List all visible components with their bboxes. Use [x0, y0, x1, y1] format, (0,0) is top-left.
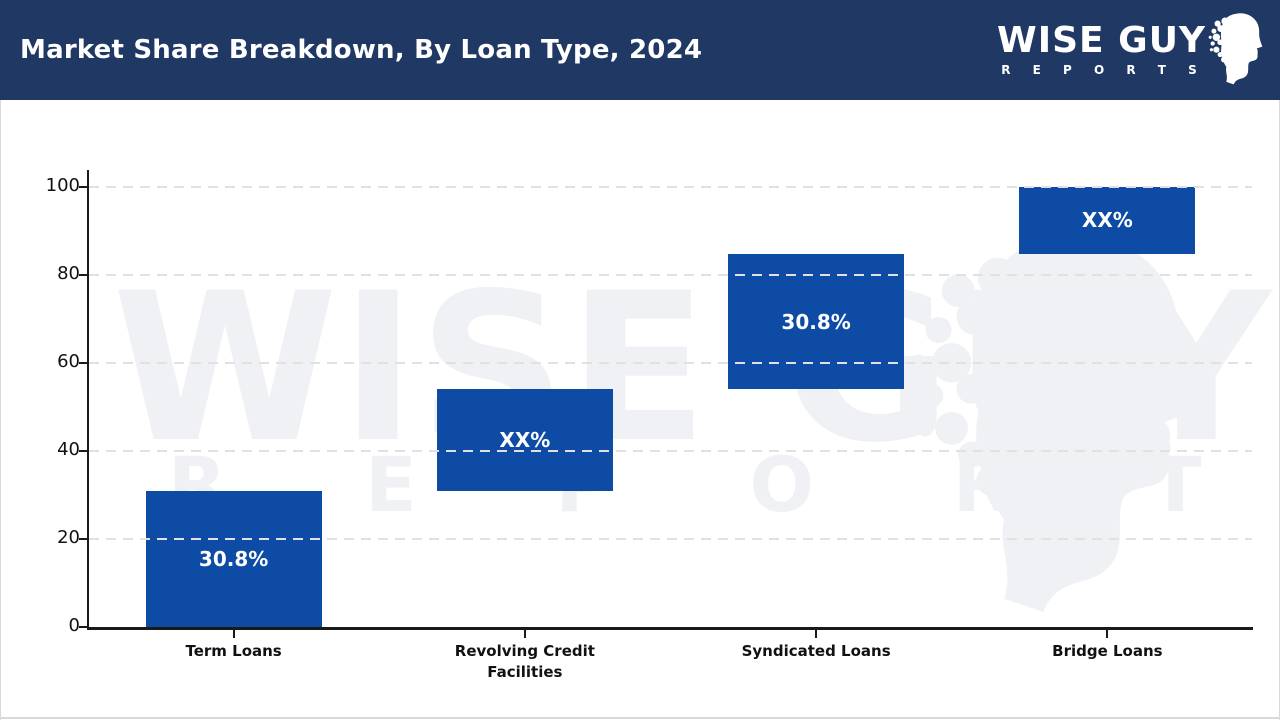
grid-line [89, 362, 1252, 364]
grid-line [89, 450, 1252, 452]
bar: 30.8% [145, 491, 322, 627]
bottom-border [0, 717, 1280, 719]
watermark-head-icon [910, 235, 1195, 613]
logo-wordmark: WISE GUY R E P O R T S [996, 20, 1206, 78]
x-tick [815, 630, 818, 638]
grid-line [89, 538, 1252, 540]
logo-head-icon [1208, 13, 1263, 85]
brand-logo: WISE GUY R E P O R T S [997, 10, 1266, 90]
y-tick [79, 626, 87, 628]
y-tick [79, 362, 87, 364]
logo-subtitle: R E P O R T S [1001, 63, 1206, 77]
x-category-label: Syndicated Loans [741, 642, 891, 660]
grid-line [89, 186, 1252, 188]
y-tick-label: 60 [57, 351, 80, 372]
y-tick [79, 274, 87, 276]
bar-label: 30.8% [781, 309, 851, 334]
watermark-subtext: R E P O R T S [168, 440, 1280, 529]
y-tick-label: 80 [57, 263, 80, 284]
bar: XX% [436, 389, 613, 492]
y-tick [79, 186, 87, 188]
x-tick [523, 630, 526, 638]
x-category-label: Revolving Credit Facilities [454, 642, 595, 681]
y-tick-label: 0 [68, 615, 80, 636]
watermark-text: WISE GUY [112, 250, 1273, 488]
bar-label: 30.8% [198, 547, 269, 572]
logo-name: WISE GUY [996, 20, 1206, 61]
page-title: Market Share Breakdown, By Loan Type, 20… [20, 35, 703, 65]
y-tick-label: 100 [45, 175, 80, 196]
bar-label: XX% [499, 428, 551, 453]
x-tick [232, 630, 235, 638]
bar: XX% [1019, 187, 1196, 254]
y-tick-label: 20 [57, 527, 80, 548]
x-category-label: Term Loans [185, 642, 282, 660]
x-category-label: Bridge Loans [1052, 642, 1163, 660]
grid-line [89, 274, 1252, 276]
left-border [0, 100, 1, 720]
y-axis-line [87, 170, 89, 630]
y-tick-label: 40 [57, 439, 80, 460]
bar: 30.8% [728, 253, 905, 390]
bar-label: XX% [1081, 208, 1133, 233]
x-axis-line [87, 627, 1253, 630]
header: Market Share Breakdown, By Loan Type, 20… [0, 0, 1280, 100]
y-tick [79, 538, 87, 540]
y-tick [79, 450, 87, 452]
x-tick [1106, 630, 1109, 638]
